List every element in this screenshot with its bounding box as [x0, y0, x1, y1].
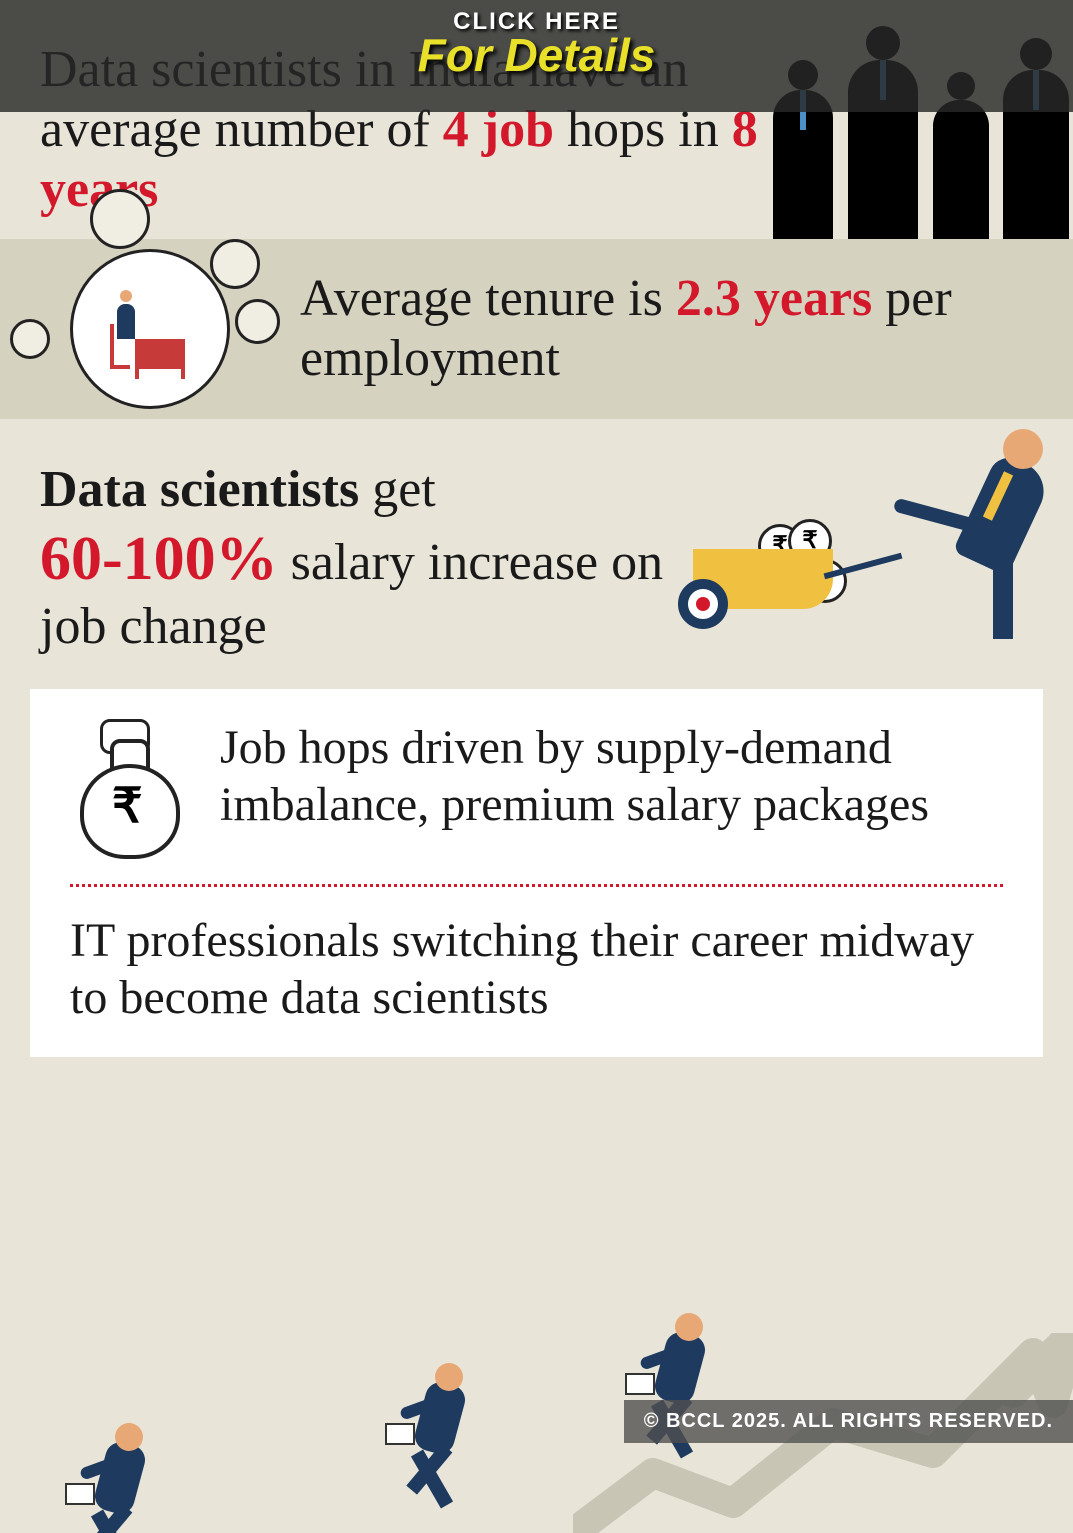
wheelbarrow-money-icon: ₹ ₹ ₹ ₹ ₹ [653, 379, 1053, 659]
headline-tenure: Average tenure is 2.3 years per employme… [300, 269, 1033, 389]
dotted-divider [70, 884, 1003, 887]
money-bag-icon: ₹ [70, 719, 190, 859]
text-pre: Average tenure is [300, 270, 676, 327]
clock-icon [90, 189, 150, 249]
info-text-2: IT professionals switching their career … [70, 912, 1003, 1027]
businessman-pushing-icon [913, 399, 1053, 639]
runners-growth-illustration [0, 1253, 1073, 1533]
cta-overlay-banner[interactable]: CLICK HERE For Details [0, 0, 1073, 112]
info-row-1: ₹ Job hops driven by supply-demand imbal… [70, 719, 1003, 884]
cta-line2: For Details [0, 28, 1073, 82]
clocks-illustration-icon [10, 189, 290, 419]
person-at-desk-icon [105, 289, 195, 379]
running-person-icon [380, 1353, 500, 1513]
text-bold: Data scientists [40, 461, 359, 518]
section-salary-increase: Data scientists get 60-100% salary incre… [0, 419, 1073, 688]
rupee-symbol: ₹ [112, 778, 143, 834]
highlight-2-3-years: 2.3 years [676, 270, 872, 327]
text-rest1: get [359, 461, 436, 518]
info-box: ₹ Job hops driven by supply-demand imbal… [30, 689, 1043, 1057]
clock-icon [210, 239, 260, 289]
highlight-60-100: 60-100% [40, 525, 278, 593]
wheelbarrow-icon: ₹ ₹ ₹ ₹ ₹ [693, 529, 873, 629]
headline-salary: Data scientists get 60-100% salary incre… [40, 459, 720, 658]
running-person-icon [60, 1413, 180, 1533]
info-text-1: Job hops driven by supply-demand imbalan… [220, 719, 1003, 834]
clock-icon [10, 319, 50, 359]
copyright-text: © BCCL 2025. ALL RIGHTS RESERVED. [624, 1400, 1073, 1443]
clock-icon [235, 299, 280, 344]
